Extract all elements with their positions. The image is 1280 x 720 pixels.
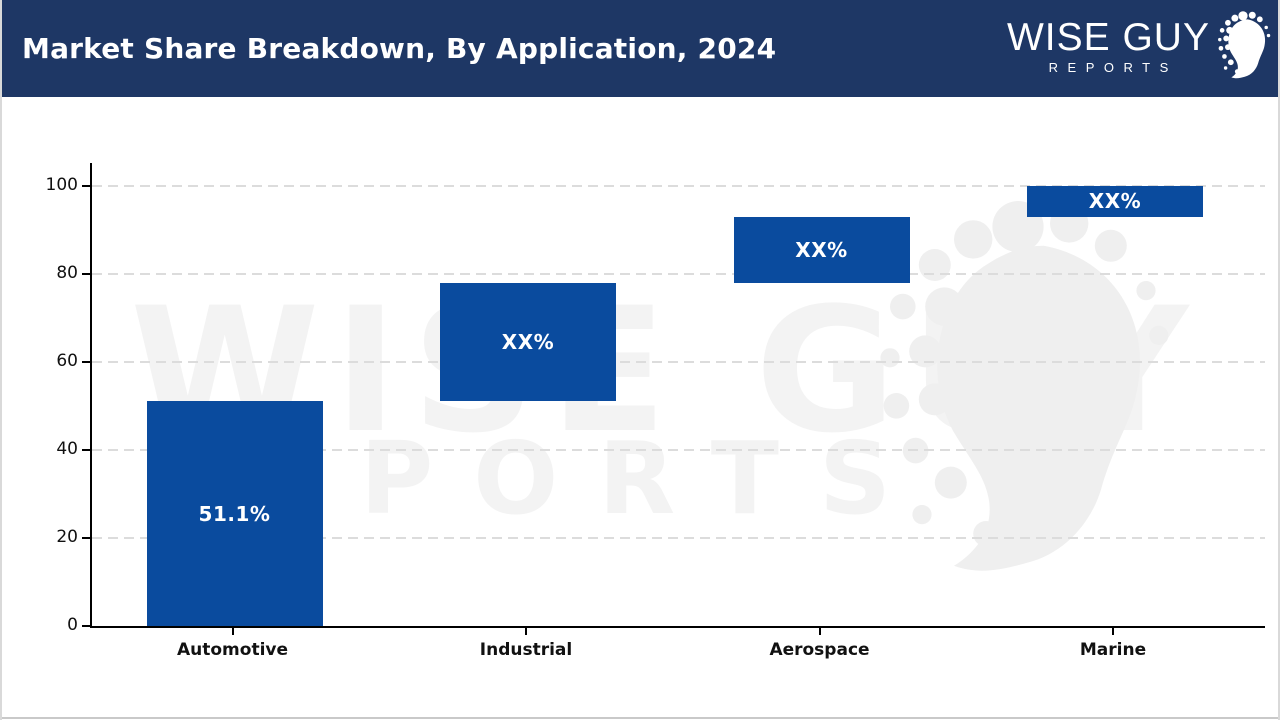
bottom-border-rule [2, 717, 1278, 719]
bar-value-label: XX% [1088, 189, 1142, 214]
x-tick-label-aerospace: Aerospace [769, 640, 870, 660]
bar-value-label: XX% [501, 329, 555, 354]
bar-automotive: 51.1% [146, 401, 323, 626]
y-axis-tick-60 [82, 361, 90, 363]
y-tick-label-80: 80 [56, 263, 78, 283]
logo-wordmark: WISE GUY REPORTS [1007, 18, 1210, 74]
gridline-y-100 [92, 185, 1265, 187]
y-axis-tick-40 [82, 449, 90, 451]
y-tick-label-60: 60 [56, 351, 78, 371]
bar-aerospace: XX% [733, 216, 910, 283]
page-title: Market Share Breakdown, By Application, … [22, 32, 777, 65]
logo-head-icon [1218, 11, 1271, 79]
watermark-text-line2: PORTS [360, 420, 932, 537]
x-axis-tick-automotive [231, 628, 234, 635]
wise-guy-logo: WISE GUY REPORTS [1007, 4, 1272, 88]
bar-marine: XX% [1027, 186, 1203, 217]
bar-industrial: XX% [440, 282, 616, 402]
logo-line1: WISE GUY [1006, 16, 1210, 59]
gridline-y-60 [92, 361, 1265, 363]
header-band: Market Share Breakdown, By Application, … [2, 0, 1278, 97]
y-tick-label-20: 20 [56, 527, 78, 547]
y-axis-tick-0 [82, 625, 90, 627]
y-tick-label-40: 40 [56, 439, 78, 459]
x-axis-tick-aerospace [818, 628, 821, 635]
bar-value-label: XX% [795, 237, 848, 262]
x-tick-label-automotive: Automotive [176, 640, 289, 660]
gridline-y-40 [92, 449, 1265, 451]
chart-area: WISE GUY PORTS 51.1% XX% XX% XX% 0 20 40 60 80 1… [2, 97, 1278, 718]
x-tick-label-industrial: Industrial [479, 640, 573, 660]
watermark-head-icon [880, 201, 1169, 571]
gridline-y-80 [92, 273, 1265, 275]
bar-value-label: 51.1% [198, 501, 271, 526]
plot-frame: 51.1% XX% XX% XX% [90, 163, 1265, 628]
gridline-y-20 [92, 537, 1265, 539]
x-axis-tick-marine [1112, 628, 1114, 635]
logo-line2: REPORTS [1048, 60, 1178, 75]
y-tick-label-0: 0 [67, 615, 78, 635]
x-tick-label-marine: Marine [1079, 640, 1147, 660]
y-tick-label-100: 100 [45, 175, 78, 195]
y-axis-tick-100 [82, 185, 90, 187]
y-axis-tick-80 [82, 273, 90, 275]
y-axis-tick-20 [82, 537, 90, 539]
x-axis-tick-industrial [525, 628, 527, 635]
